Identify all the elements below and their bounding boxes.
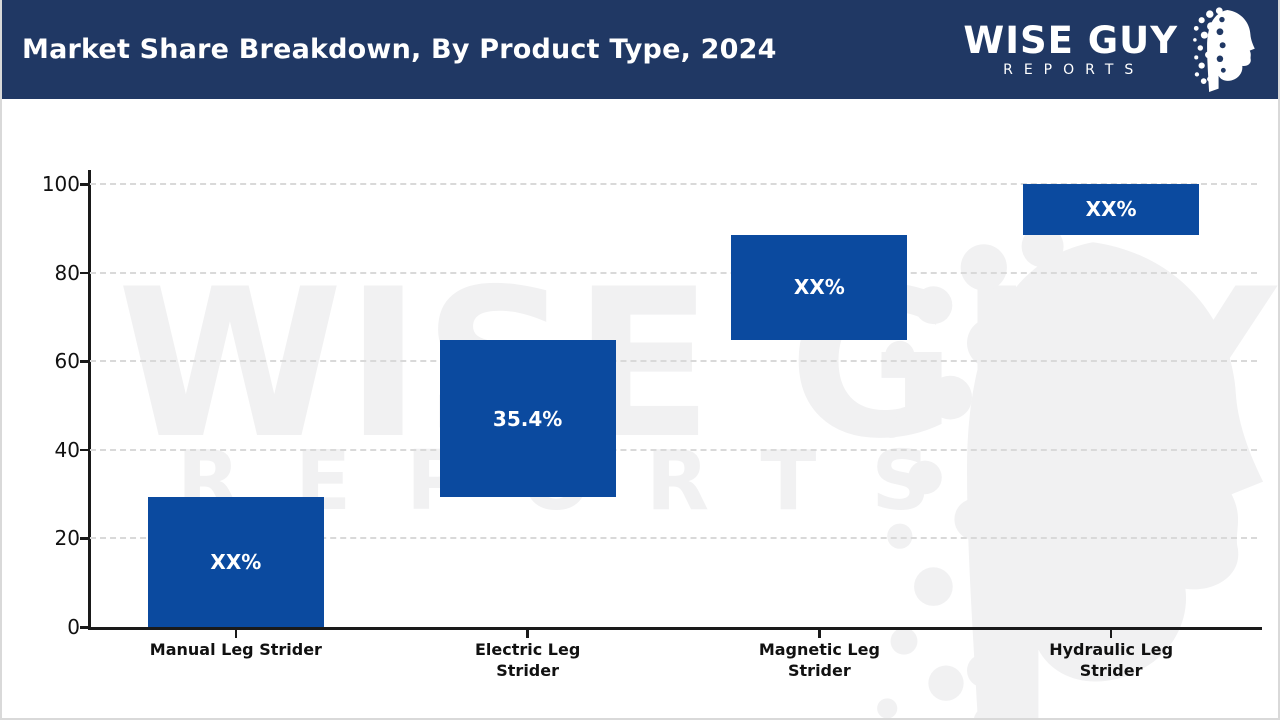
y-tick-mark: [80, 183, 89, 186]
gridline-60: [90, 360, 1257, 363]
y-tick-mark: [80, 626, 89, 629]
bar-value-label: XX%: [1085, 197, 1137, 222]
gridline-100: [90, 183, 1257, 185]
brand-head-icon: [1193, 6, 1255, 92]
y-tick-label: 20: [54, 526, 80, 551]
gridline-40: [90, 448, 1257, 451]
x-tick-mark: [818, 630, 821, 638]
y-tick-label: 80: [54, 260, 80, 285]
y-tick-mark: [80, 537, 89, 540]
header-banner: Market Share Breakdown, By Product Type,…: [2, 0, 1278, 99]
y-tick-mark: [80, 271, 89, 275]
x-tick-mark: [234, 630, 238, 638]
x-axis-line: [88, 627, 1262, 630]
brand-name: WISE GUY: [963, 18, 1178, 62]
x-category-label: Hydraulic Leg Strider: [1049, 640, 1174, 680]
brand-subname: REPORTS: [1003, 61, 1145, 78]
bar-value-label: 35.4%: [492, 406, 563, 431]
brand-logo-text: WISE GUY REPORTS: [963, 18, 1178, 79]
gridline-80: [90, 271, 1257, 274]
bar-value-label: XX%: [210, 550, 262, 575]
brand-logo: WISE GUY REPORTS: [963, 6, 1268, 94]
y-axis-line: [88, 170, 91, 630]
x-tick-mark: [526, 630, 529, 638]
chart-title: Market Share Breakdown, By Product Type,…: [22, 34, 777, 65]
y-tick-label: 60: [54, 349, 80, 374]
x-category-label: Manual Leg Strider: [149, 640, 322, 659]
x-category-label: Electric Leg Strider: [474, 640, 581, 680]
x-tick-mark: [1109, 630, 1113, 638]
bar-manual-leg-strider: XX%: [147, 497, 324, 627]
bar-magnetic-leg-strider: XX%: [731, 234, 908, 341]
x-category-label: Magnetic Leg Strider: [758, 640, 880, 680]
bar-electric-leg-strider: 35.4%: [439, 340, 616, 498]
y-tick-mark: [80, 448, 89, 452]
bar-value-label: XX%: [793, 275, 845, 300]
y-tick-label: 40: [54, 437, 80, 462]
y-tick-label: 100: [41, 172, 80, 196]
bar-hydraulic-leg-strider: XX%: [1023, 184, 1200, 235]
gridline-20: [90, 537, 1257, 540]
y-tick-label: 0: [67, 615, 80, 639]
y-tick-mark: [80, 360, 89, 363]
